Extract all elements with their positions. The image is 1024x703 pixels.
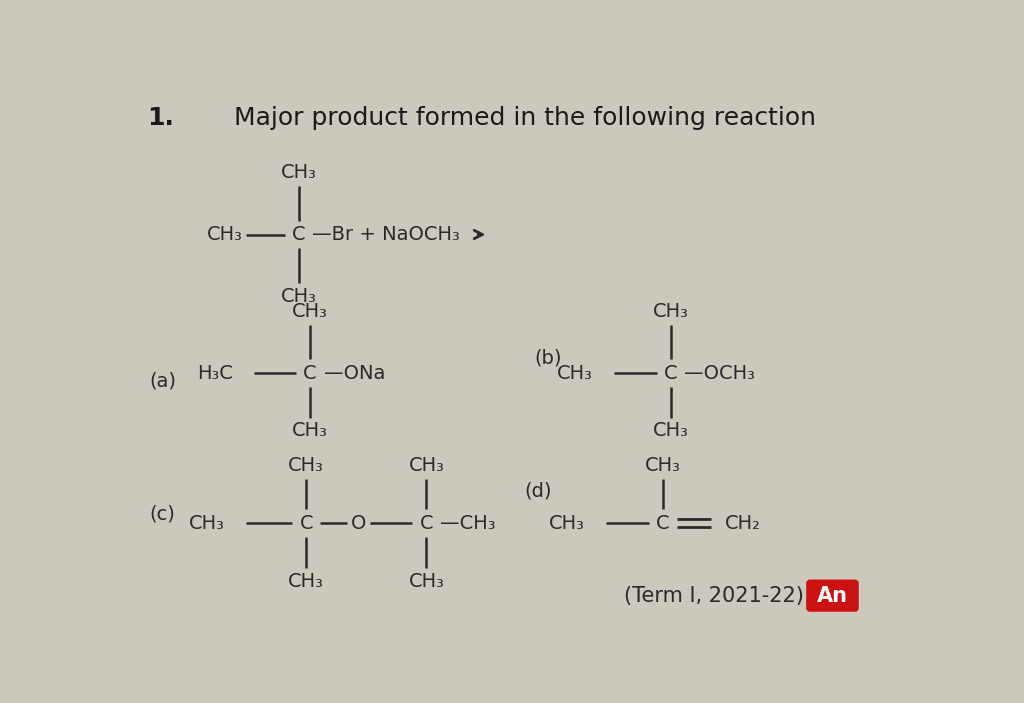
Text: H₃C: H₃C [197,363,232,382]
Text: CH₃: CH₃ [549,514,586,533]
Text: (d): (d) [524,482,552,501]
Text: CH₃: CH₃ [189,514,225,533]
Text: C: C [420,514,433,533]
Text: C: C [656,514,670,533]
Text: CH₃: CH₃ [281,163,316,182]
Text: —ONa: —ONa [324,363,385,382]
Text: (a): (a) [150,371,177,390]
Text: C: C [292,225,305,244]
Text: CH₃: CH₃ [289,572,325,591]
Text: —Br + NaOCH₃: —Br + NaOCH₃ [312,225,460,244]
Text: CH₃: CH₃ [289,456,325,475]
FancyBboxPatch shape [807,580,858,611]
Text: CH₃: CH₃ [652,421,688,440]
Text: CH₃: CH₃ [292,302,328,321]
Text: CH₃: CH₃ [292,421,328,440]
Text: CH₂: CH₂ [725,514,761,533]
Text: (b): (b) [535,348,562,367]
Text: CH₃: CH₃ [409,456,444,475]
Text: Major product formed in the following reaction: Major product formed in the following re… [233,106,816,130]
Text: An: An [817,586,848,606]
Text: (c): (c) [150,505,175,524]
Text: CH₃: CH₃ [281,287,316,306]
Text: CH₃: CH₃ [557,363,593,382]
Text: —OCH₃: —OCH₃ [684,363,756,382]
Text: CH₃: CH₃ [409,572,444,591]
Text: CH₃: CH₃ [652,302,688,321]
Text: C: C [303,363,317,382]
Text: —CH₃: —CH₃ [440,514,496,533]
Text: (Term I, 2021-22): (Term I, 2021-22) [624,586,804,607]
Text: C: C [664,363,677,382]
Text: O: O [351,514,367,533]
Text: 1.: 1. [147,106,174,130]
Text: C: C [299,514,313,533]
Text: CH₃: CH₃ [207,225,243,244]
Text: CH₃: CH₃ [645,456,681,475]
